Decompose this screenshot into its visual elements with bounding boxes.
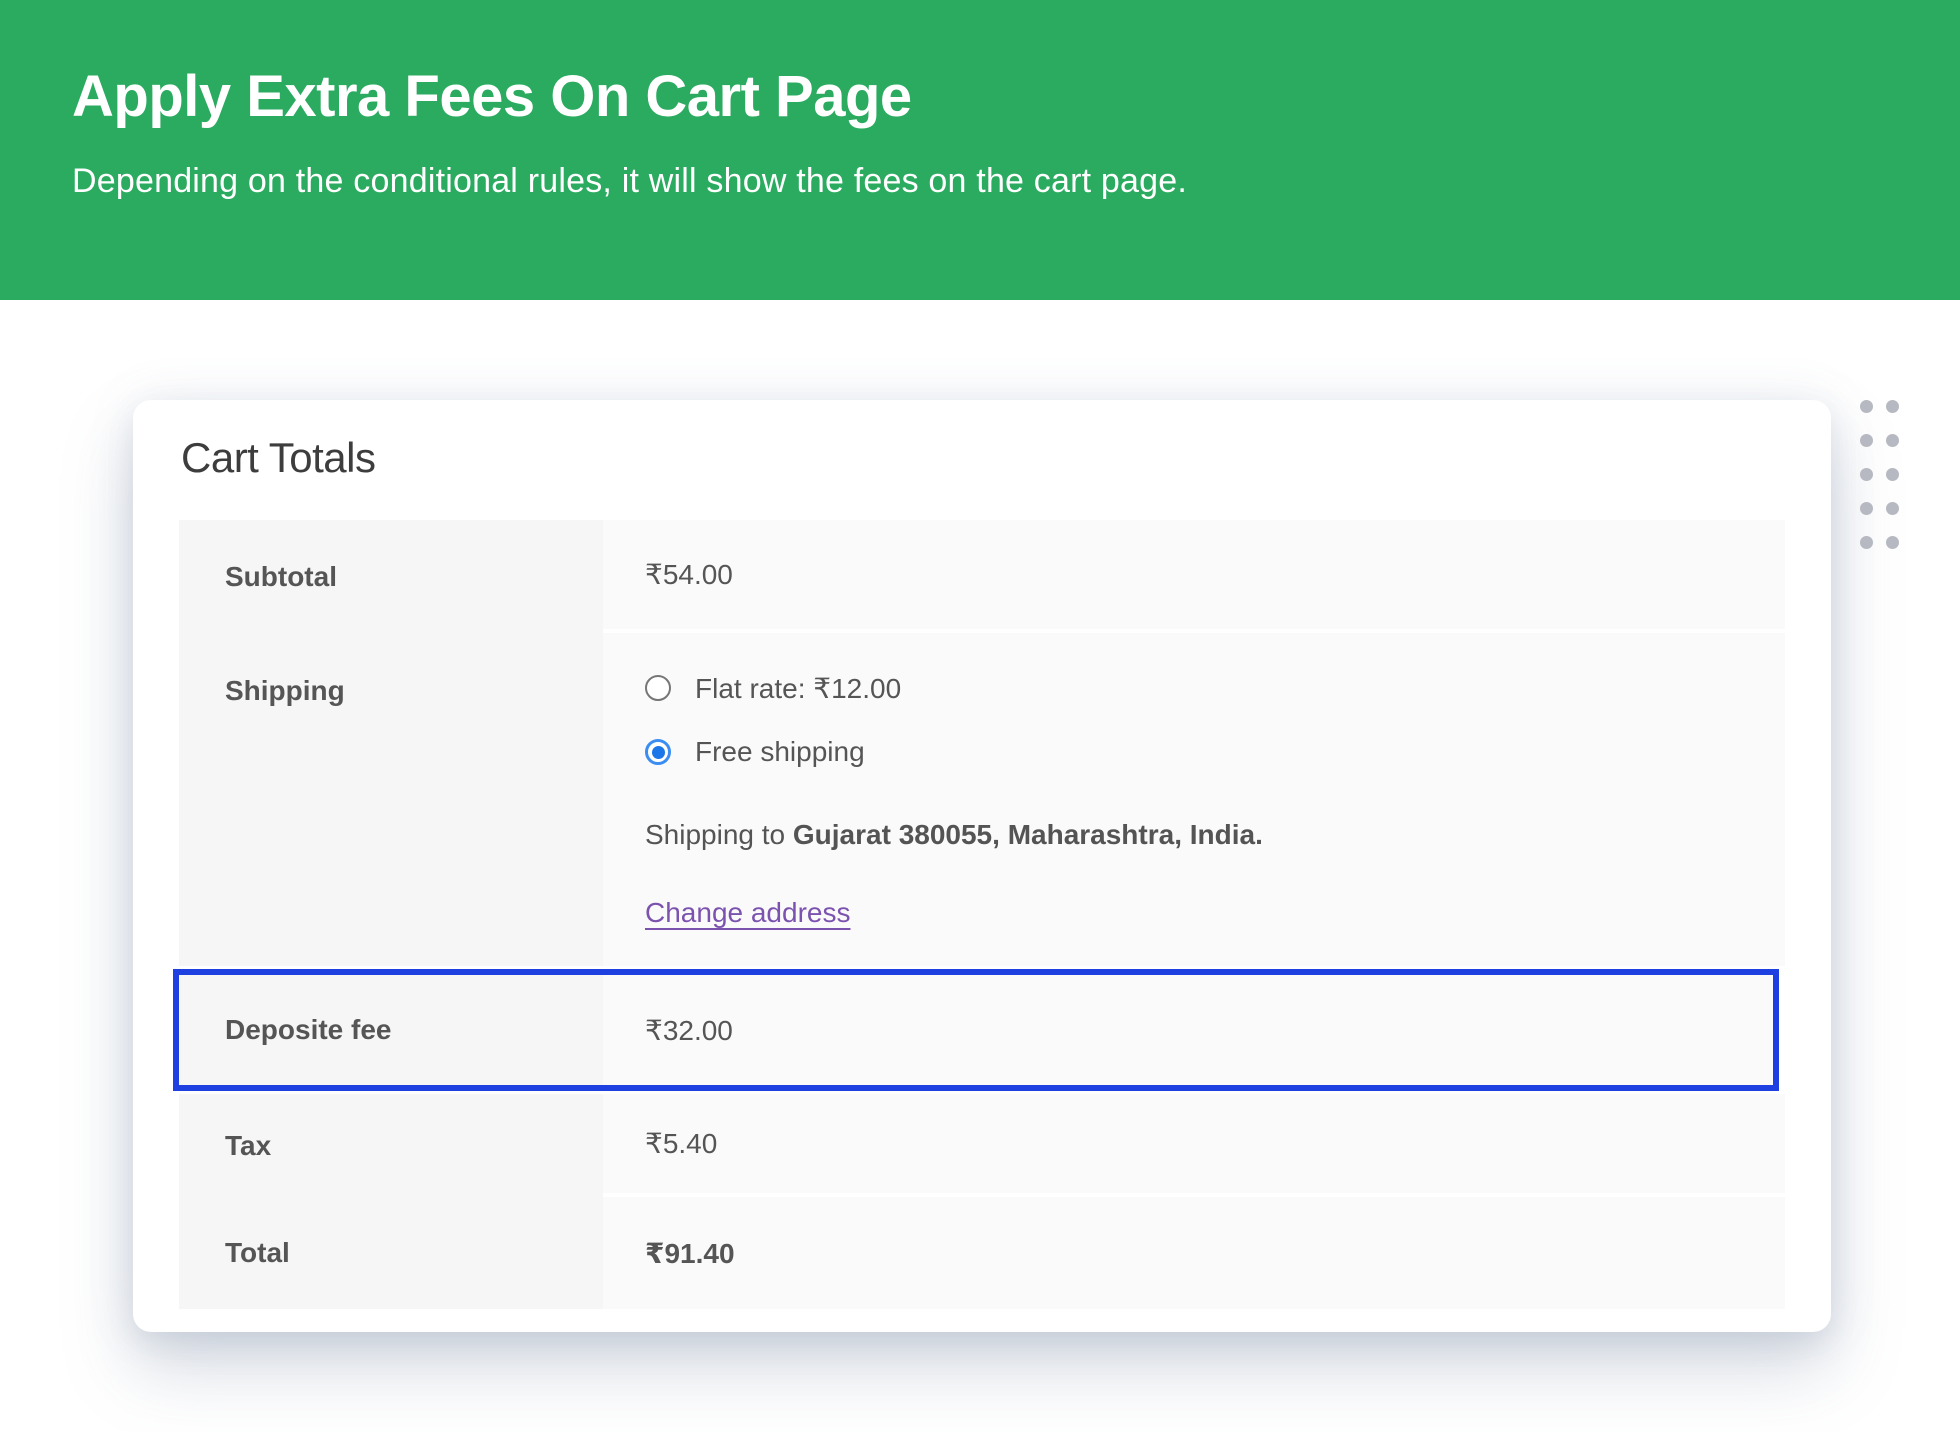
dot-icon <box>1886 468 1899 481</box>
dot-icon <box>1886 536 1899 549</box>
dot-icon <box>1860 468 1873 481</box>
cart-totals-table: Subtotal ₹54.00 Shipping Flat rate: ₹12.… <box>173 520 1785 1309</box>
total-label: Total <box>179 1197 603 1309</box>
tax-row: Tax ₹5.40 <box>179 1094 1785 1197</box>
shipping-option-label: Flat rate: ₹12.00 <box>695 672 902 704</box>
shipping-row: Shipping Flat rate: ₹12.00 Free shipping… <box>179 633 1785 966</box>
page-body: Cart Totals Subtotal ₹54.00 Shipping Fla… <box>0 300 1960 1432</box>
subtotal-row: Subtotal ₹54.00 <box>179 520 1785 633</box>
dots-decoration <box>1860 400 1899 549</box>
cart-totals-heading: Cart Totals <box>181 434 376 481</box>
dot-icon <box>1886 502 1899 515</box>
dot-icon <box>1860 502 1873 515</box>
shipping-option-flat-rate[interactable]: Flat rate: ₹12.00 <box>645 672 1785 704</box>
deposite-fee-row-highlighted: Deposite fee ₹32.00 <box>173 969 1779 1091</box>
tax-value: ₹5.40 <box>603 1094 1785 1197</box>
shipping-option-label: Free shipping <box>695 736 865 767</box>
shipping-option-free-shipping[interactable]: Free shipping <box>645 736 1785 767</box>
cart-totals-card: Cart Totals Subtotal ₹54.00 Shipping Fla… <box>133 400 1831 1332</box>
shipping-label: Shipping <box>179 633 603 966</box>
deposite-fee-value: ₹32.00 <box>603 975 1773 1085</box>
subtotal-value: ₹54.00 <box>603 520 1785 633</box>
radio-button-free-shipping[interactable] <box>645 739 671 765</box>
header-banner: Apply Extra Fees On Cart Page Depending … <box>0 0 1960 300</box>
page-title: Apply Extra Fees On Cart Page <box>72 64 912 129</box>
subtotal-label: Subtotal <box>179 520 603 633</box>
deposite-fee-label: Deposite fee <box>179 975 603 1085</box>
shipping-options: Flat rate: ₹12.00 Free shipping Shipping… <box>603 633 1785 966</box>
change-address-link[interactable]: Change address <box>645 897 851 928</box>
page-subtitle: Depending on the conditional rules, it w… <box>72 161 1188 200</box>
dot-icon <box>1886 400 1899 413</box>
shipping-destination-prefix: Shipping to <box>645 819 793 850</box>
tax-label: Tax <box>179 1094 603 1197</box>
total-value: ₹91.40 <box>603 1197 1785 1309</box>
radio-button-flat-rate[interactable] <box>645 675 671 701</box>
shipping-destination: Shipping to Gujarat 380055, Maharashtra,… <box>645 819 1785 851</box>
dot-icon <box>1860 434 1873 447</box>
dot-icon <box>1860 536 1873 549</box>
dot-icon <box>1886 434 1899 447</box>
dot-icon <box>1860 400 1873 413</box>
shipping-destination-address: Gujarat 380055, Maharashtra, India. <box>792 819 1263 850</box>
total-row: Total ₹91.40 <box>179 1197 1785 1309</box>
